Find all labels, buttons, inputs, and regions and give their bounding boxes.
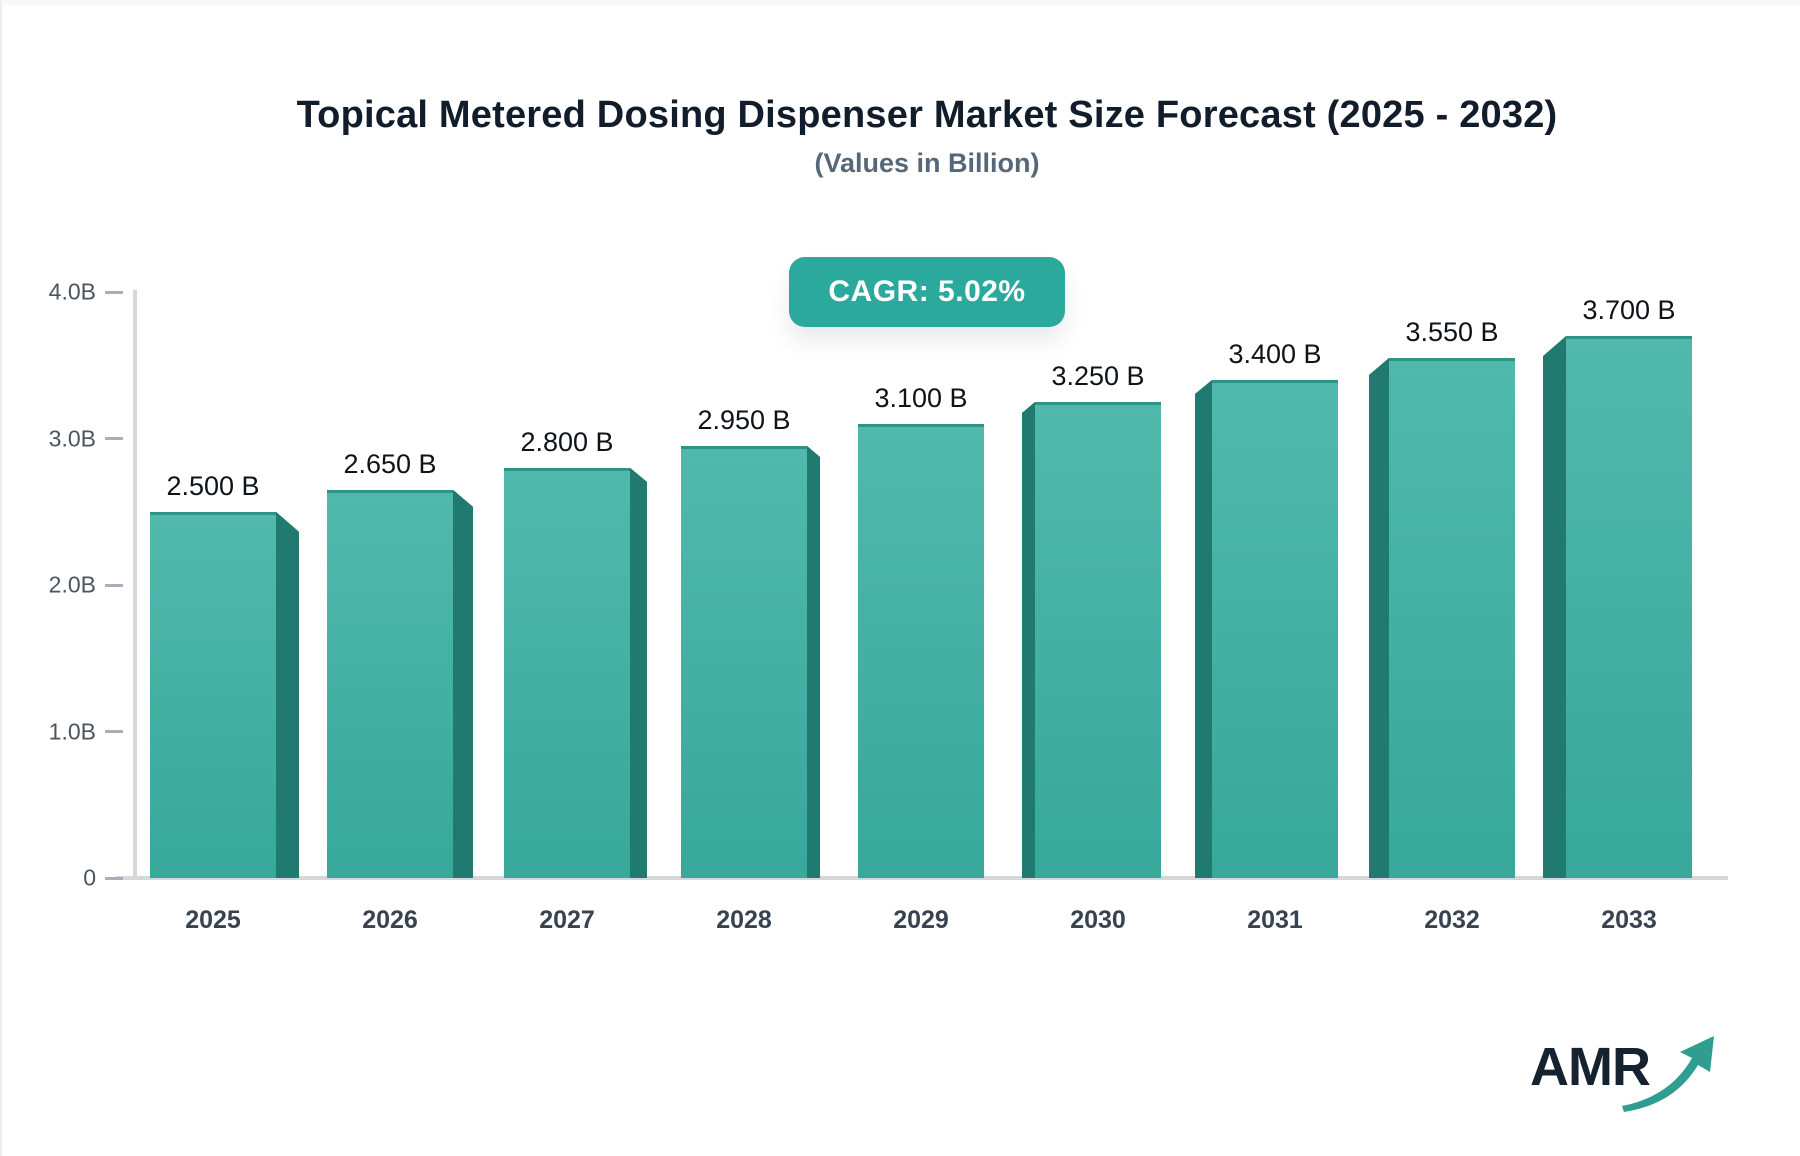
bar — [1212, 379, 1338, 878]
y-axis-tick — [105, 290, 123, 294]
bar-value-label: 3.700 B — [1582, 294, 1676, 325]
y-axis-tick-label: 0 — [83, 864, 96, 891]
trend-arrow-icon — [1622, 1036, 1714, 1112]
bar — [327, 489, 453, 878]
x-axis-category-label: 2031 — [1247, 906, 1303, 934]
bar — [150, 511, 276, 878]
y-axis-tick — [105, 876, 123, 880]
bar-value-label: 3.100 B — [874, 382, 968, 413]
x-axis-category-label: 2026 — [362, 906, 418, 934]
bar-side-face — [630, 467, 647, 878]
bar — [858, 423, 984, 878]
cagr-badge: CAGR: 5.02% — [789, 257, 1065, 327]
x-axis-category-label: 2033 — [1601, 906, 1657, 934]
brand-logo-text: AMR — [1530, 1037, 1651, 1097]
bar-side-face — [1022, 401, 1035, 878]
bar — [681, 445, 807, 878]
bar-value-label: 2.950 B — [697, 404, 791, 435]
y-axis-tick — [105, 437, 123, 440]
bar-side-face — [1369, 357, 1389, 878]
bar — [1035, 401, 1161, 878]
brand-logo: AMR — [1530, 1028, 1730, 1118]
y-axis-tick-label: 2.0B — [48, 571, 96, 598]
bar-side-face — [276, 511, 299, 878]
x-axis-category-label: 2030 — [1070, 906, 1126, 934]
y-axis-tick-label: 3.0B — [48, 425, 96, 451]
bar-value-label: 2.800 B — [520, 426, 614, 457]
bar-value-label: 2.650 B — [343, 448, 437, 479]
x-axis-baseline — [116, 876, 1728, 880]
bar-side-face — [453, 489, 473, 878]
x-axis-category-label: 2025 — [185, 906, 241, 934]
y-axis-tick — [105, 730, 123, 733]
bar — [1566, 335, 1692, 878]
chart-subtitle: (Values in Billion) — [814, 148, 1040, 178]
bar-side-face — [1543, 335, 1566, 878]
bar-value-label: 2.500 B — [166, 470, 260, 501]
y-axis-tick-label: 1.0B — [48, 718, 96, 744]
bar-value-label: 3.550 B — [1405, 316, 1499, 347]
top-edge-strip — [2, 0, 1800, 5]
bar — [504, 467, 630, 878]
bar-side-face — [1195, 379, 1212, 878]
y-axis-tick — [105, 583, 123, 587]
bar-value-label: 3.250 B — [1051, 360, 1145, 391]
y-axis-line — [133, 290, 137, 880]
x-axis-category-label: 2029 — [893, 906, 949, 934]
x-axis-category-label: 2032 — [1424, 906, 1480, 934]
y-axis-tick-label: 4.0B — [48, 278, 96, 305]
bar — [1389, 357, 1515, 878]
cagr-badge-label: CAGR: 5.02% — [828, 275, 1026, 308]
x-axis-category-label: 2027 — [539, 906, 595, 934]
bar-value-label: 3.400 B — [1228, 338, 1322, 369]
x-axis-category-label: 2028 — [716, 906, 772, 934]
bar-side-face — [807, 445, 820, 878]
chart-title: Topical Metered Dosing Dispenser Market … — [296, 94, 1558, 136]
